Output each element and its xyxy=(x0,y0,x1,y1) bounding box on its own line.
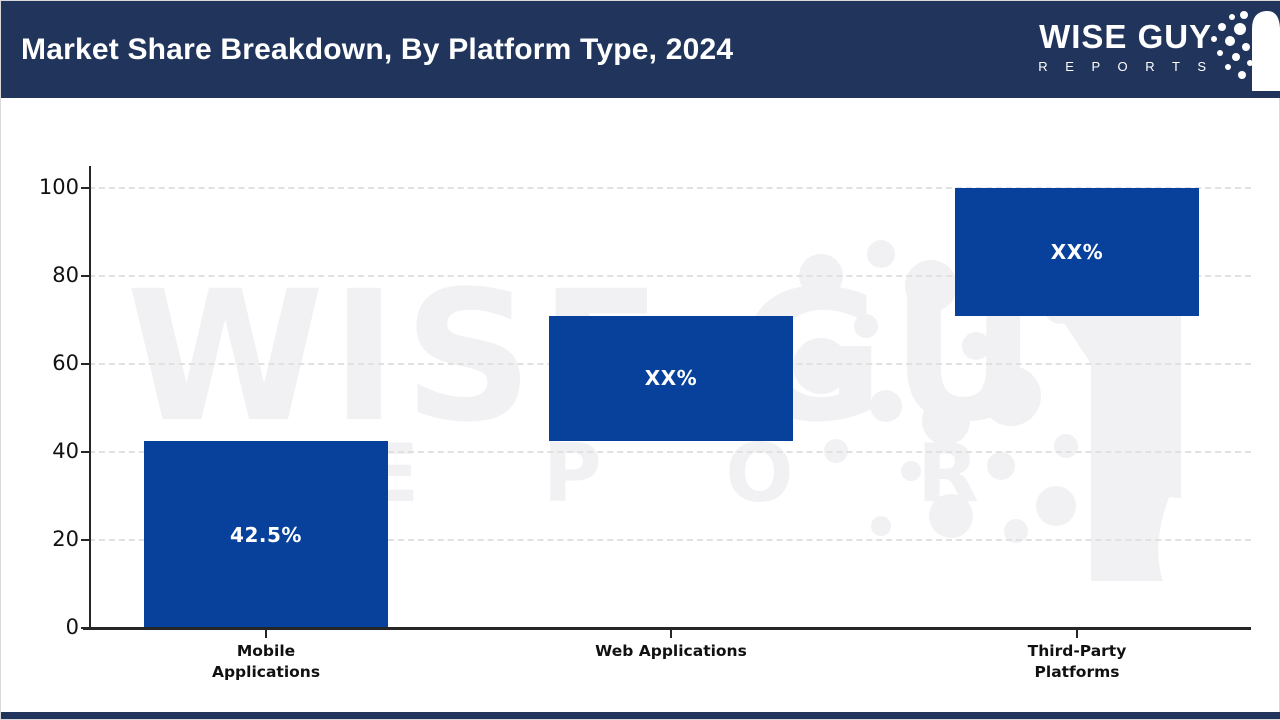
brand-name: WISE GUY xyxy=(1039,18,1213,55)
gridline-20 xyxy=(89,539,1251,541)
y-tick-mark-100 xyxy=(81,187,89,189)
x-tick-mark-2 xyxy=(1076,630,1078,638)
y-tick-label-80: 80 xyxy=(52,263,79,287)
x-category-label-0: Mobile Applications xyxy=(211,642,321,681)
y-tick-mark-60 xyxy=(81,363,89,365)
brand-head-icon xyxy=(1211,10,1280,91)
bar-web-applications: XX% xyxy=(549,315,793,441)
gridline-80 xyxy=(89,275,1251,277)
y-tick-label-20: 20 xyxy=(52,527,79,551)
x-axis-line xyxy=(83,627,1251,630)
y-tick-mark-40 xyxy=(81,451,89,453)
brand-logo: WISE GUY R E P O R T S xyxy=(1031,1,1280,98)
header-bar: Market Share Breakdown, By Platform Type… xyxy=(1,1,1280,98)
y-axis-spine xyxy=(89,166,91,630)
y-tick-label-0: 0 xyxy=(65,615,79,639)
bar-value-label: XX% xyxy=(644,366,698,391)
y-tick-mark-80 xyxy=(81,275,89,277)
x-tick-mark-1 xyxy=(670,630,672,638)
y-tick-label-40: 40 xyxy=(52,439,79,463)
chart-title: Market Share Breakdown, By Platform Type… xyxy=(21,32,734,66)
x-tick-mark-0 xyxy=(265,630,267,638)
gridline-40 xyxy=(89,451,1251,453)
brand-subname: R E P O R T S xyxy=(1038,59,1213,74)
bar-value-label: XX% xyxy=(1050,239,1104,264)
bar-value-label: 42.5% xyxy=(230,522,302,547)
y-tick-label-100: 100 xyxy=(38,175,79,199)
y-tick-mark-20 xyxy=(81,539,89,541)
bar-third-party-platforms: XX% xyxy=(955,188,1199,316)
y-tick-label-60: 60 xyxy=(52,351,79,375)
bar-mobile-applications: 42.5% xyxy=(144,441,388,628)
footer-bar xyxy=(1,712,1280,719)
x-category-label-1: Web Applications xyxy=(595,642,747,660)
x-category-label-2: Third-Party Platforms xyxy=(1027,642,1127,681)
brand-logo-text: WISE GUY R E P O R T S xyxy=(1038,19,1213,77)
gridline-100 xyxy=(89,187,1251,189)
